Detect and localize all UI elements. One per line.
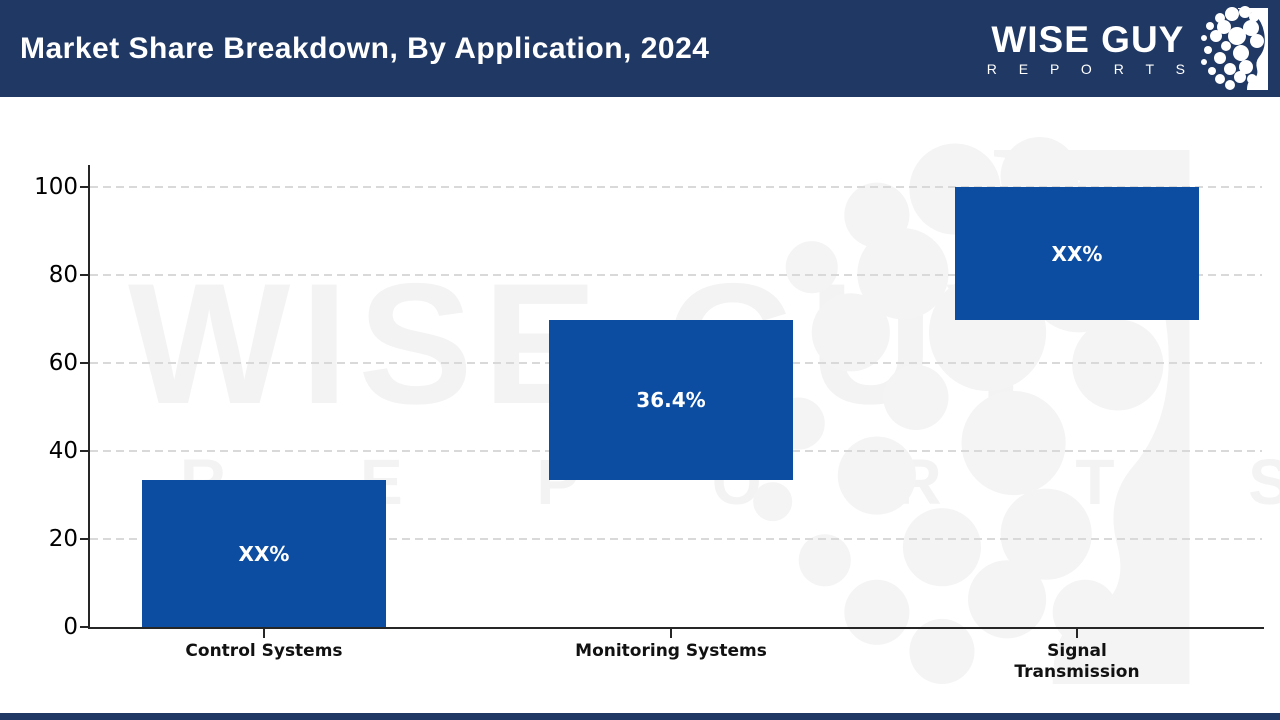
bar-value-label: XX% xyxy=(1051,241,1103,266)
y-tick xyxy=(80,274,89,276)
y-tick-label: 20 xyxy=(48,526,78,552)
x-tick xyxy=(263,629,265,638)
logo-wordmark: WISE GUY xyxy=(991,18,1185,60)
bar-2 xyxy=(549,320,793,481)
y-tick xyxy=(80,626,89,628)
x-category-label: Control Systems xyxy=(185,641,343,661)
x-category-label: Signal Transmission xyxy=(1014,641,1140,682)
y-tick-label: 60 xyxy=(48,350,78,376)
chart-area: WISE GUY R E P O R T S 020406080100XX%Co… xyxy=(0,97,1280,713)
header: Market Share Breakdown, By Application, … xyxy=(0,0,1280,97)
gridline xyxy=(90,274,1262,276)
y-tick xyxy=(80,450,89,452)
y-tick xyxy=(80,186,89,188)
y-tick-label: 0 xyxy=(63,614,78,640)
footer-bar xyxy=(0,713,1280,720)
y-axis-line xyxy=(88,165,90,629)
bar-value-label: 36.4% xyxy=(636,388,706,413)
y-tick-label: 100 xyxy=(34,174,78,200)
x-axis-line xyxy=(88,627,1264,629)
plot-area: 0 20 40 60 80 100 XX% Control Systems 36.4% Monit… xyxy=(0,97,1280,713)
gridline xyxy=(90,186,1262,188)
wiseguy-logo: WISE GUY R E P O R T S xyxy=(982,5,1280,92)
bar-1 xyxy=(142,480,386,627)
y-tick-label: 80 xyxy=(48,262,78,288)
y-tick xyxy=(80,362,89,364)
gridline xyxy=(90,538,1262,540)
x-tick xyxy=(1076,629,1078,638)
chart-title: Market Share Breakdown, By Application, … xyxy=(20,31,710,65)
bar-value-label: XX% xyxy=(238,541,290,566)
y-tick-label: 40 xyxy=(48,438,78,464)
logo-subtitle: R E P O R T S xyxy=(986,60,1194,77)
logo-text: WISE GUY R E P O R T S xyxy=(982,18,1194,78)
bar-3 xyxy=(955,187,1199,321)
x-tick xyxy=(670,629,672,638)
y-tick xyxy=(80,538,89,540)
x-category-label: Monitoring Systems xyxy=(575,641,767,661)
logo-face-icon xyxy=(1201,5,1268,90)
